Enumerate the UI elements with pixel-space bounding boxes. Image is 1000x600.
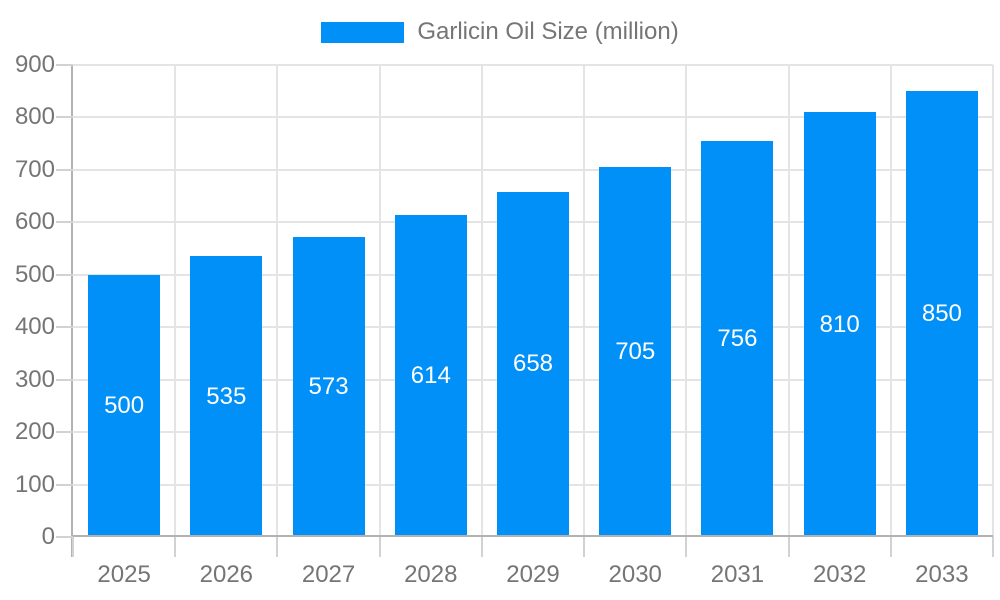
x-axis-label-2033: 2033	[915, 561, 969, 588]
x-tick-4	[480, 537, 483, 557]
x-axis-label-2032: 2032	[812, 561, 867, 588]
y-axis-label-0: 0	[41, 523, 55, 550]
y-tick-800	[56, 116, 73, 119]
x-axis-label-2030: 2030	[608, 561, 662, 588]
x-tick-7	[787, 537, 790, 557]
bar-2030[interactable]: 705	[599, 167, 672, 537]
bar-value-label: 573	[308, 372, 349, 400]
v-gridline-3	[378, 65, 381, 537]
legend-label: Garlicin Oil Size (million)	[417, 18, 679, 45]
x-axis-label-2026: 2026	[199, 561, 254, 588]
x-tick-9	[992, 537, 994, 557]
y-axis-label-400: 400	[14, 313, 55, 341]
y-axis-label-500: 500	[14, 260, 55, 288]
v-gridline-8	[889, 65, 892, 537]
bar-2029[interactable]: 658	[497, 191, 569, 537]
bar-value-label: 705	[615, 338, 656, 366]
y-tick-500	[56, 273, 73, 276]
bar-value-label: 535	[206, 382, 247, 410]
y-tick-400	[56, 326, 73, 329]
v-gridline-6	[685, 65, 688, 537]
bar-2025[interactable]: 500	[88, 274, 161, 537]
y-tick-200	[56, 431, 73, 434]
x-tick-0	[72, 537, 74, 557]
y-tick-0	[56, 536, 73, 538]
y-axis-label-200: 200	[14, 418, 55, 446]
y-axis-label-300: 300	[14, 365, 55, 393]
bar-value-label: 500	[104, 391, 145, 419]
bar-2028[interactable]: 614	[394, 215, 467, 537]
y-axis-label-100: 100	[14, 470, 55, 498]
bar-value-label: 614	[410, 362, 451, 389]
bar-2033[interactable]: 850	[905, 91, 978, 537]
y-axis-label-700: 700	[14, 155, 55, 183]
bar-value-label: 756	[717, 324, 758, 352]
bar-value-label: 658	[512, 350, 554, 378]
x-axis-line	[73, 535, 993, 537]
y-axis-label-800: 800	[14, 103, 55, 131]
y-axis-label-900: 900	[14, 51, 55, 78]
h-gridline-800	[73, 116, 993, 119]
x-axis-label-2031: 2031	[710, 561, 765, 588]
y-tick-900	[56, 64, 73, 66]
h-gridline-700	[73, 168, 993, 171]
plot-area: 500 535 573 614 658 705 756 810 850	[73, 64, 994, 537]
bar-2026[interactable]: 535	[190, 256, 263, 537]
h-gridline-900	[73, 64, 993, 66]
v-gridline-5	[583, 65, 586, 537]
y-axis-line	[71, 65, 73, 557]
x-tick-6	[685, 537, 688, 557]
x-axis-label-2027: 2027	[301, 561, 356, 588]
y-tick-100	[56, 483, 73, 486]
x-tick-1	[174, 537, 177, 557]
legend-swatch	[321, 21, 405, 43]
bar-2032[interactable]: 810	[803, 112, 876, 537]
bar-2027[interactable]: 573	[292, 236, 365, 537]
v-gridline-7	[787, 65, 790, 537]
y-tick-700	[56, 168, 73, 171]
x-tick-2	[276, 537, 279, 557]
bar-2031[interactable]: 756	[701, 140, 774, 537]
y-axis-label-600: 600	[14, 208, 55, 236]
x-axis-label-2028: 2028	[404, 561, 458, 588]
x-tick-5	[583, 537, 586, 557]
v-gridline-4	[480, 65, 483, 537]
bar-value-label: 850	[921, 300, 962, 328]
v-gridline-1	[174, 65, 177, 537]
x-axis-label-2025: 2025	[97, 561, 151, 588]
x-axis-label-2029: 2029	[506, 561, 560, 588]
x-tick-3	[378, 537, 381, 557]
v-gridline-2	[276, 65, 279, 537]
bar-value-label: 810	[819, 310, 860, 338]
y-tick-300	[56, 378, 73, 381]
x-tick-8	[889, 537, 892, 557]
v-gridline-9	[992, 65, 994, 537]
chart-legend[interactable]: Garlicin Oil Size (million)	[0, 18, 1000, 45]
y-tick-600	[56, 221, 73, 224]
